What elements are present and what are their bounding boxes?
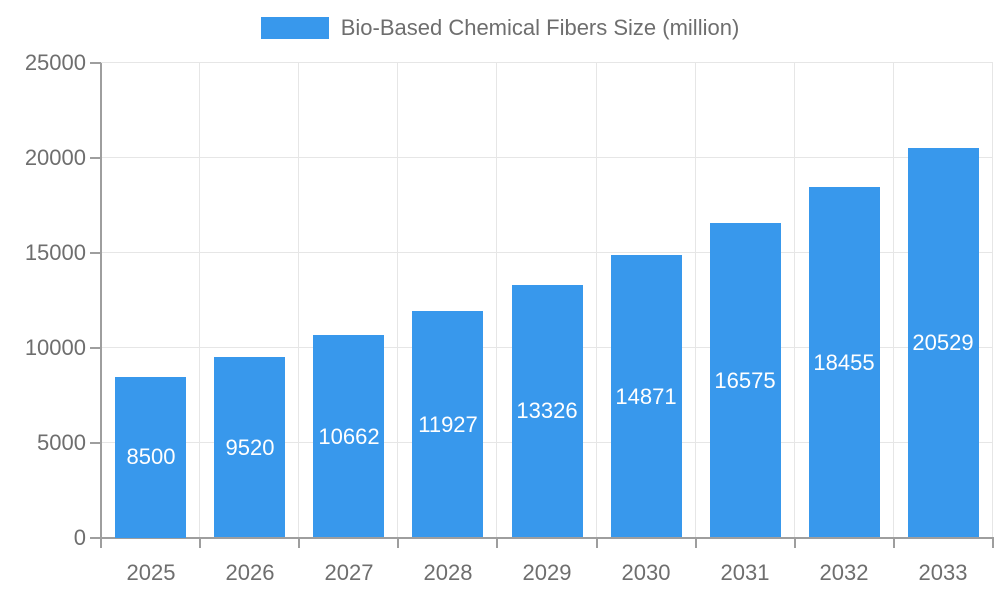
x-gridline: [794, 63, 795, 538]
bar[interactable]: [313, 335, 384, 537]
x-axis-label: 2029: [522, 560, 572, 585]
bar-value-label: 9520: [225, 435, 275, 460]
x-axis-line: [100, 537, 994, 539]
x-axis-tick: [893, 538, 895, 548]
bar-value-label: 10662: [318, 424, 380, 449]
x-gridline: [298, 63, 299, 538]
x-axis-label: 2032: [819, 560, 869, 585]
x-gridline: [596, 63, 597, 538]
y-gridline: [101, 252, 993, 253]
y-axis-label: 5000: [37, 430, 86, 455]
y-axis-label: 25000: [24, 50, 86, 75]
y-axis-label: 20000: [24, 145, 86, 170]
x-axis-tick: [496, 538, 498, 548]
bar[interactable]: [611, 255, 682, 537]
y-axis-label: 15000: [24, 240, 86, 265]
x-axis-tick: [397, 538, 399, 548]
bar-value-label: 18455: [813, 350, 875, 375]
bar-value-label: 16575: [714, 368, 776, 393]
bar[interactable]: [809, 187, 880, 537]
y-gridline: [101, 157, 993, 158]
bar-value-label: 8500: [126, 444, 176, 469]
x-axis-label: 2028: [423, 560, 473, 585]
y-axis-line: [100, 63, 102, 539]
legend-item[interactable]: Bio-Based Chemical Fibers Size (million): [0, 14, 1000, 42]
bar[interactable]: [512, 285, 583, 537]
y-axis-tick: [90, 347, 101, 349]
x-axis-tick: [199, 538, 201, 548]
x-gridline: [695, 63, 696, 538]
x-gridline: [992, 63, 993, 538]
x-axis-label: 2030: [621, 560, 671, 585]
legend-label: Bio-Based Chemical Fibers Size (million): [340, 15, 740, 40]
x-gridline: [893, 63, 894, 538]
x-axis-label: 2031: [720, 560, 770, 585]
y-axis-label: 10000: [24, 335, 86, 360]
y-axis-tick: [90, 62, 101, 64]
x-axis-label: 2027: [324, 560, 374, 585]
bar[interactable]: [412, 311, 483, 537]
x-gridline: [496, 63, 497, 538]
bar[interactable]: [710, 223, 781, 537]
x-gridline: [397, 63, 398, 538]
x-axis-tick: [596, 538, 598, 548]
y-axis-tick: [90, 537, 101, 539]
y-axis-label: 0: [73, 525, 86, 550]
y-axis-tick: [90, 157, 101, 159]
x-axis-tick: [298, 538, 300, 548]
x-axis-label: 2025: [126, 560, 176, 585]
x-axis-tick: [794, 538, 796, 548]
x-axis-label: 2026: [225, 560, 275, 585]
bar-value-label: 14871: [615, 384, 677, 409]
bar-value-label: 11927: [418, 412, 478, 437]
x-axis-tick: [992, 538, 994, 548]
x-axis-tick: [695, 538, 697, 548]
y-axis-tick: [90, 442, 101, 444]
x-axis-tick: [100, 538, 102, 548]
y-gridline: [101, 62, 993, 63]
bar-value-label: 20529: [912, 330, 974, 355]
bar[interactable]: [908, 148, 979, 537]
x-axis-label: 2033: [918, 560, 968, 585]
legend-swatch: [260, 17, 329, 39]
y-axis-tick: [90, 252, 101, 254]
bar[interactable]: [115, 377, 186, 538]
bar-value-label: 13326: [516, 398, 578, 423]
bar[interactable]: [214, 357, 285, 537]
x-gridline: [199, 63, 200, 538]
